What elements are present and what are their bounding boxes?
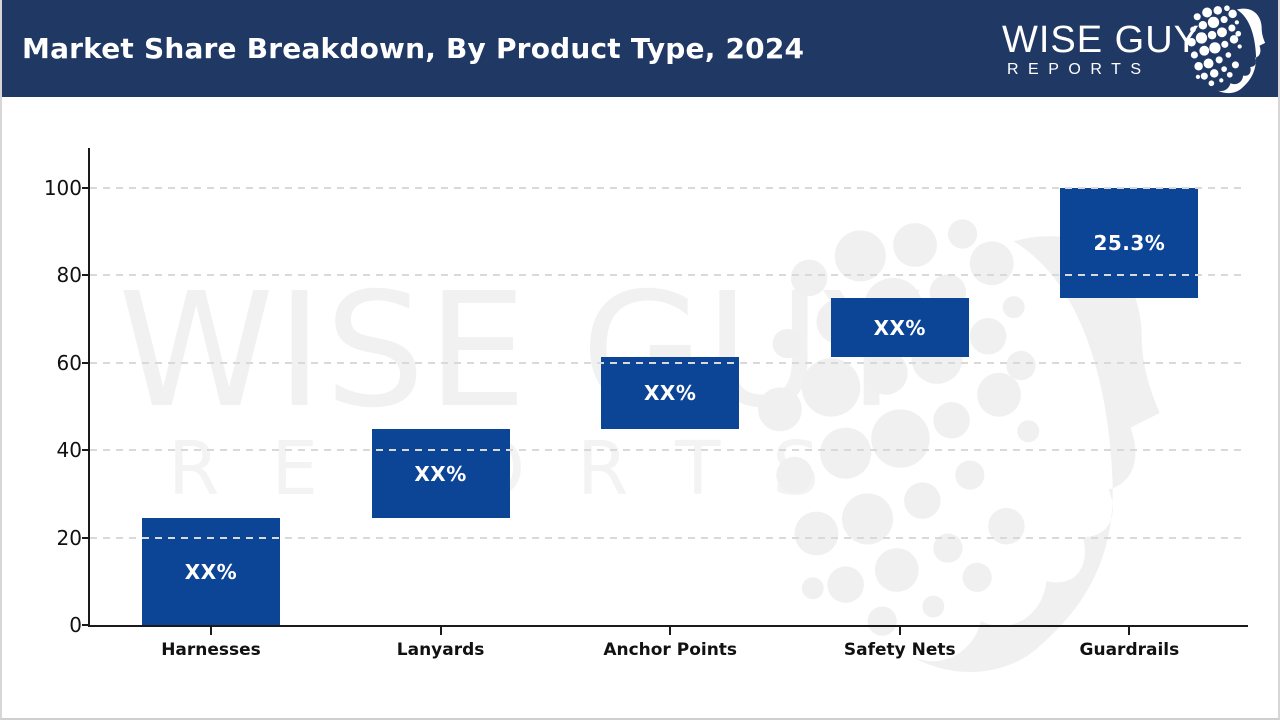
x-tick-label-lanyards: Lanyards [396, 640, 485, 660]
x-tick-label-harnesses: Harnesses [161, 640, 261, 660]
gridline-100 [90, 186, 1246, 189]
y-tick-mark-20 [82, 536, 90, 539]
x-tick-mark-harnesses [210, 627, 212, 635]
y-tick-label-40: 40 [56, 438, 82, 462]
y-tick-mark-80 [82, 274, 90, 276]
gridline-80 [90, 274, 1246, 276]
x-tick-label-guardrails: Guardrails [1079, 640, 1180, 660]
y-tick-label-100: 100 [43, 175, 82, 200]
bar-value-label-harnesses: XX% [184, 559, 238, 584]
bar-safety-nets: XX% [830, 298, 969, 358]
y-tick-mark-60 [82, 361, 90, 364]
gridline-60 [90, 361, 1246, 364]
y-tick-label-0: 0 [69, 613, 82, 637]
y-axis-line [88, 148, 90, 627]
bar-harnesses: XX% [142, 518, 280, 625]
bar-value-label-lanyards: XX% [414, 461, 467, 486]
y-tick-mark-0 [82, 624, 90, 626]
gridline-40 [90, 449, 1246, 451]
logo-dotted-head-icon [1187, 5, 1266, 94]
bar-value-label-anchor-points: XX% [643, 381, 697, 406]
y-tick-label-20: 20 [56, 525, 82, 550]
gridline-20 [90, 536, 1246, 539]
wise-guy-reports-logo: WISE GUY REPORTS [1001, 5, 1270, 94]
bar-anchor-points: XX% [601, 357, 740, 430]
bar-guardrails: 25.3% [1060, 187, 1199, 299]
x-axis-line [88, 625, 1248, 627]
y-tick-label-60: 60 [56, 350, 82, 375]
x-tick-mark-safety-nets [898, 627, 901, 635]
x-tick-label-safety-nets: Safety Nets [843, 640, 956, 660]
logo-wiseguy-text: WISE GUY [1001, 19, 1200, 62]
x-tick-label-anchor-points: Anchor Points [603, 640, 738, 660]
bar-value-label-safety-nets: XX% [873, 315, 926, 340]
header-bar: Market Share Breakdown, By Product Type,… [0, 0, 1280, 97]
bar-value-label-guardrails: 25.3% [1093, 230, 1166, 255]
logo-reports-text: REPORTS [1006, 61, 1151, 79]
bar-lanyards: XX% [371, 429, 510, 519]
page-title: Market Share Breakdown, By Product Type,… [22, 32, 805, 65]
y-tick-label-80: 80 [56, 263, 82, 287]
x-tick-mark-guardrails [1128, 627, 1131, 635]
logo-text: WISE GUY REPORTS [1001, 19, 1200, 79]
x-tick-mark-anchor-points [669, 627, 672, 635]
y-tick-mark-40 [82, 449, 90, 451]
y-tick-mark-100 [82, 186, 90, 189]
x-tick-mark-lanyards [439, 627, 442, 635]
